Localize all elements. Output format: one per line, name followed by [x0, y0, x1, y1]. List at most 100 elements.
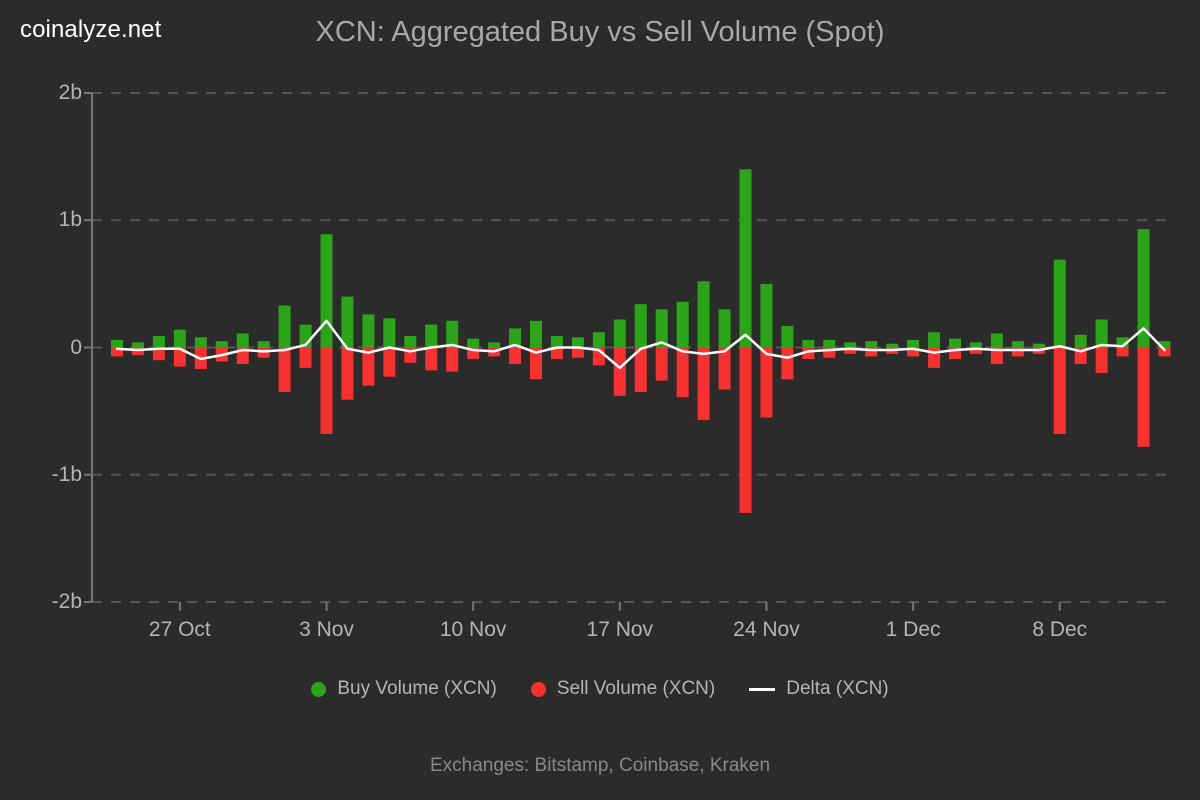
sell-bar	[362, 347, 375, 386]
y-axis-tick-label: -2b	[51, 590, 82, 613]
buy-bar	[194, 337, 207, 348]
buy-bar	[383, 318, 396, 348]
sell-bar	[425, 347, 438, 371]
buy-bar	[865, 341, 878, 348]
legend-line-marker	[749, 687, 776, 691]
buy-bar	[320, 234, 333, 348]
x-axis-tick-label: 1 Dec	[885, 618, 941, 641]
buy-bar	[990, 333, 1003, 348]
buy-bar	[781, 325, 794, 348]
legend-label: Buy Volume (XCN)	[337, 678, 497, 699]
buy-bar	[886, 343, 899, 348]
buy-bar	[131, 342, 144, 348]
buy-bar	[236, 333, 249, 348]
sell-bar	[530, 347, 542, 380]
buy-bar	[550, 336, 563, 348]
sell-bar	[571, 347, 584, 358]
x-axis-tick-label: 3 Nov	[299, 618, 354, 641]
sell-bar	[446, 347, 459, 372]
brand-watermark: coinalyze.net	[20, 16, 162, 43]
sell-bar	[907, 347, 920, 357]
buy-bar	[571, 337, 584, 348]
page-title: XCN: Aggregated Buy vs Sell Volume (Spot…	[315, 16, 885, 48]
buy-bar	[1011, 341, 1024, 348]
buy-bar	[215, 341, 228, 348]
buy-bar	[634, 304, 647, 348]
y-axis-tick-label: -1b	[51, 462, 82, 486]
buy-bar	[844, 342, 857, 348]
sell-bar	[697, 347, 710, 421]
buy-bar	[446, 320, 459, 348]
sell-bar	[949, 347, 961, 359]
sell-bar	[257, 347, 270, 358]
buy-bar	[1158, 341, 1171, 348]
buy-bar	[173, 329, 186, 348]
sell-bar	[341, 347, 354, 400]
buy-bar	[278, 305, 291, 348]
buy-bar	[1053, 259, 1066, 348]
sell-bar	[990, 347, 1003, 365]
buy-bar	[404, 336, 417, 348]
sell-bar	[823, 347, 836, 358]
buy-bar	[907, 339, 920, 348]
y-axis-tick-label: 1b	[58, 208, 82, 232]
delta-line	[115, 319, 1166, 370]
sell-bar	[173, 347, 186, 367]
y-axis-tick-label: 0	[70, 335, 82, 359]
legend-dot-marker	[311, 681, 327, 697]
sell-bar	[111, 347, 123, 357]
sell-bar	[278, 347, 291, 393]
x-tick-marks	[178, 602, 1061, 611]
buy-bar	[1095, 319, 1108, 348]
sell-bar	[152, 347, 165, 361]
axis-lines	[84, 92, 93, 603]
legend-label: Sell Volume (XCN)	[556, 678, 716, 699]
x-axis-tick-label: 8 Dec	[1032, 618, 1088, 641]
sell-bar	[1095, 347, 1108, 373]
buy-bar	[592, 332, 605, 348]
legend-item[interactable]: Sell Volume (XCN)	[530, 678, 716, 700]
buy-bar	[949, 338, 961, 348]
buy-bar	[530, 320, 542, 348]
sell-bar	[1116, 347, 1129, 357]
buy-bar	[1074, 334, 1087, 348]
sell-bar	[634, 347, 647, 393]
sell-bar	[550, 347, 563, 359]
x-axis-tick-label: 17 Nov	[586, 618, 654, 641]
sell-bar	[865, 347, 878, 357]
sell-bar	[844, 347, 857, 354]
sell-bar	[1053, 347, 1066, 435]
sell-bar	[299, 347, 312, 368]
x-axis-tick-label: 24 Nov	[733, 618, 800, 641]
buy-bar	[697, 281, 710, 348]
legend-item[interactable]: Buy Volume (XCN)	[311, 678, 497, 700]
buy-bar	[676, 301, 689, 348]
sell-bar	[1158, 347, 1171, 357]
buy-bar	[969, 342, 982, 348]
buy-bar	[928, 332, 941, 348]
buy-bar	[509, 328, 522, 348]
buy-bar	[1032, 343, 1045, 348]
sell-bar	[1137, 347, 1150, 447]
sell-bar	[509, 347, 522, 365]
buy-bar	[362, 314, 375, 348]
legend-dot-marker	[530, 681, 546, 697]
buy-bar	[341, 296, 354, 348]
buy-bar	[257, 341, 270, 348]
x-axis-tick-label: 10 Nov	[439, 618, 507, 641]
sell-bar	[320, 347, 333, 435]
buy-bar	[425, 324, 438, 348]
buy-bar	[823, 339, 836, 348]
buy-bar	[467, 338, 480, 348]
x-axis-tick-label: 27 Oct	[148, 618, 211, 641]
buy-bar	[655, 309, 668, 348]
chart-legend: Buy Volume (XCN) Sell Volume (XCN) Delta (…	[0, 678, 1200, 700]
sell-bar	[655, 347, 668, 381]
legend-item[interactable]: Delta (XCN)	[749, 678, 889, 700]
buy-bar	[718, 309, 731, 348]
sell-bar	[969, 347, 982, 354]
sell-bar	[1011, 347, 1024, 357]
